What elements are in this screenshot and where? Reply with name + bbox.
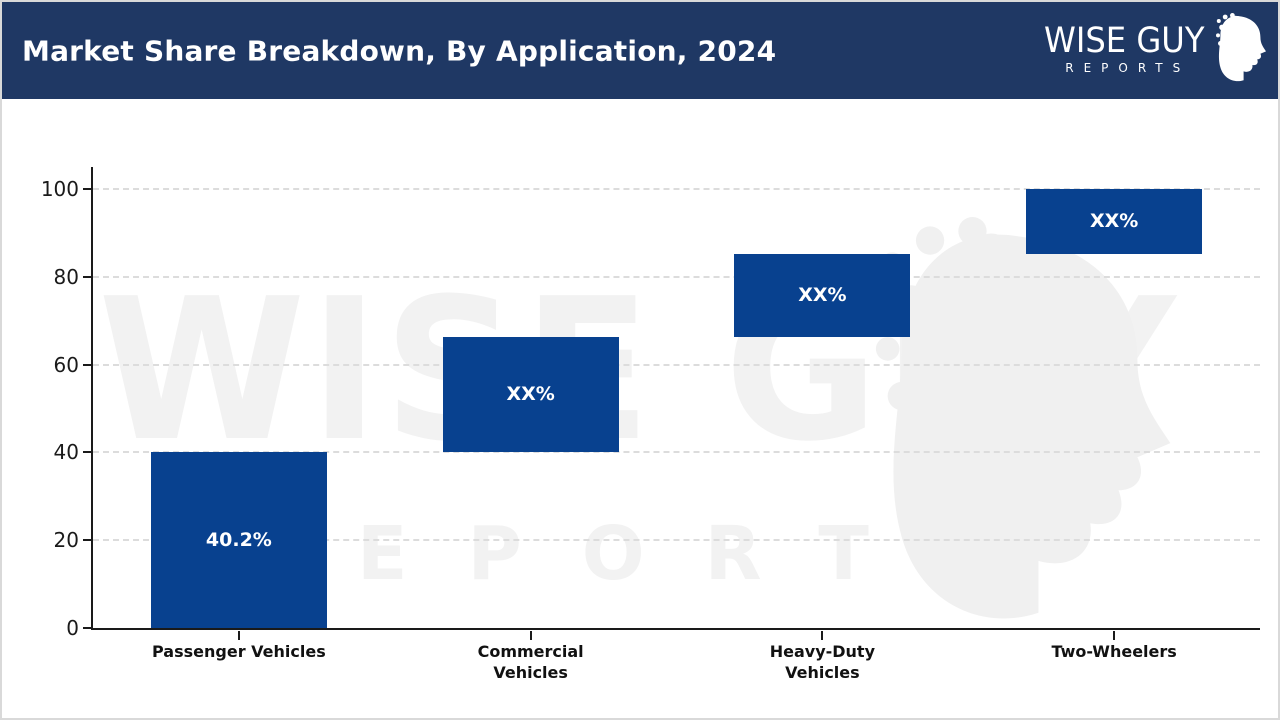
x-axis-category-label: Passenger Vehicles [152, 642, 326, 661]
x-axis-category-label: Two-Wheelers [1051, 642, 1177, 661]
gridline [93, 275, 1260, 278]
gridline [93, 451, 1260, 454]
bar-segment: 40.2% [150, 451, 327, 628]
y-axis-tick-label: 40 [53, 440, 79, 465]
bar-segment: XX% [442, 336, 619, 452]
y-axis-tick-mark [83, 363, 91, 366]
gridline [93, 187, 1260, 190]
bar-value-label: 40.2% [205, 528, 272, 551]
y-axis-tick-label: 80 [53, 264, 79, 289]
plot-area: 0 20 40 60 80 100 40.2% Passenger Vehicles XX% Co… [41, 167, 1260, 682]
y-axis-tick-label: 0 [66, 616, 79, 640]
bar-value-label: XX% [1089, 210, 1139, 233]
x-axis-tick-mark [529, 631, 532, 640]
y-axis-tick-mark [83, 627, 91, 629]
y-axis-tick-mark [83, 539, 91, 542]
gridline [93, 363, 1260, 366]
bar-value-label: XX% [798, 284, 847, 307]
logo-head-icon [1216, 13, 1266, 82]
y-axis-tick-label: 100 [40, 176, 79, 201]
y-axis-tick-mark [83, 451, 91, 454]
y-axis-tick-mark [83, 187, 91, 190]
y-axis-tick-label: 20 [53, 528, 79, 553]
bar-segment: XX% [734, 253, 911, 337]
page-title: Market Share Breakdown, By Application, … [22, 34, 777, 67]
x-axis-tick-mark [237, 631, 240, 640]
logo-wordmark: WISE GUY [1044, 21, 1206, 62]
x-axis-tick-mark [1113, 631, 1116, 640]
y-axis-tick-mark [83, 275, 91, 278]
x-axis-tick-mark [821, 631, 824, 640]
logo-reports-text: REPORTS [1065, 60, 1191, 75]
gridline [93, 539, 1260, 542]
wise-guy-logo: WISE GUY REPORTS [1037, 10, 1270, 88]
x-axis-category-label: Heavy-Duty Vehicles [769, 642, 876, 682]
bar-value-label: XX% [506, 383, 555, 406]
logo-text: WISE GUY REPORTS [1037, 23, 1212, 75]
y-axis-tick-label: 60 [53, 352, 79, 377]
x-axis-category-label: Commercial Vehicles [477, 642, 584, 682]
header-bar: Market Share Breakdown, By Application, … [2, 2, 1278, 99]
bar-segment: XX% [1026, 188, 1203, 254]
